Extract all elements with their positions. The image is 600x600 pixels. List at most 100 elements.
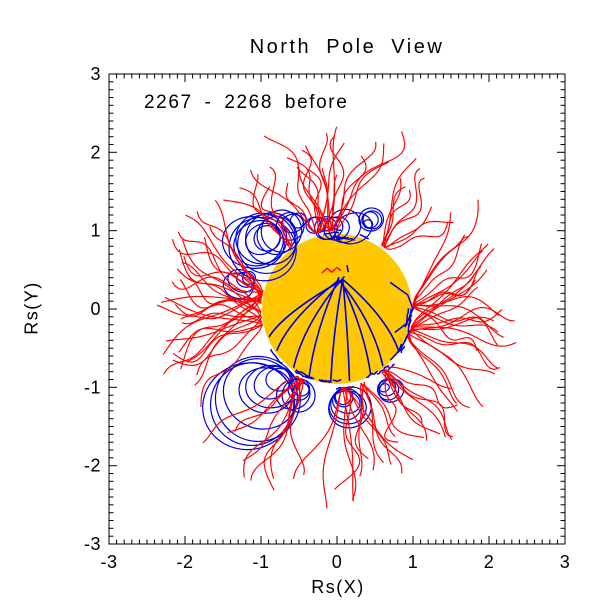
open-field-line [385,221,449,250]
limb-scribble [389,343,403,361]
open-field-line [408,333,496,375]
plot-title: North Pole View [249,36,445,58]
open-field-line [410,328,499,369]
x-axis-label: Rs(X) [311,577,365,597]
y-tick-label: 1 [90,221,101,241]
open-field-line [412,212,452,310]
open-field-line [383,370,446,438]
y-tick-label: 2 [90,142,101,162]
open-field-line [384,368,399,443]
open-field-line [194,290,264,386]
open-field-line [317,168,329,234]
closed-field-loop [245,222,281,256]
disk-field-line [342,279,400,352]
open-field-line [263,135,334,232]
x-tick-label: -1 [252,552,269,572]
x-tick-label: -2 [176,552,193,572]
open-field-line [162,289,264,355]
annotation-label: 2267 - 2268 before [144,92,349,113]
limb-scribble [359,234,370,240]
open-field-line [334,386,361,490]
open-field-line [412,250,483,311]
red-center-squiggle [321,266,342,274]
open-field-line [177,231,262,313]
open-field-line [307,168,322,234]
open-field-line [409,316,494,332]
open-field-line [354,382,369,460]
sun-disk [262,234,412,384]
limb-scribble [366,370,379,379]
open-field-line [382,220,454,247]
closed-field-loop [235,212,288,265]
open-field-line [408,333,458,412]
open-field-line [326,143,385,232]
open-field-line [227,378,303,434]
closed-field-loop [327,208,362,244]
limb-scribble [294,370,309,379]
open-field-line [412,296,500,317]
open-field-lines-group [156,126,517,509]
open-field-line [285,182,318,234]
open-field-line [202,375,299,444]
limb-scribble [295,369,313,379]
open-field-line [412,304,499,346]
disk-field-line [337,278,385,370]
disk-field-line [307,276,340,381]
y-tick-label: -3 [84,534,101,554]
open-field-line [183,255,263,294]
open-field-line [165,314,262,342]
open-field-line [412,236,468,307]
closed-field-loop [358,207,385,232]
blue-inner-limb-arc [389,281,414,334]
open-field-line [252,174,292,247]
limb-scribble [323,231,340,236]
open-field-line [387,366,452,390]
tick-labels-group: -3 -2 -1 0 1 2 3 -3 -2 -1 0 1 2 3 [84,64,570,572]
open-field-line [384,157,417,249]
closed-field-loops-group [202,207,413,451]
open-field-line [181,262,262,315]
open-field-line [289,376,305,475]
open-field-line [383,370,423,423]
open-field-line [181,312,262,325]
disk-field-line [341,278,351,382]
open-field-line [359,383,396,438]
open-field-line [196,211,264,293]
closed-field-loop [281,378,316,413]
open-field-line [412,243,483,307]
closed-field-loop [221,216,285,269]
closed-field-loop [222,272,254,300]
x-tick-label: 2 [484,552,495,572]
limb-scribble [270,349,283,364]
open-field-line [172,314,262,367]
open-field-line [412,302,478,352]
x-tick-label: -3 [100,552,117,572]
open-field-line [171,239,263,296]
open-field-line [363,381,385,464]
disk-field-line [275,280,339,354]
open-field-line [270,379,305,480]
open-field-line [269,166,293,246]
open-field-line [333,161,390,232]
open-field-line [410,326,517,347]
x-tick-label: 1 [408,552,419,572]
open-field-line [383,167,421,248]
open-field-line [410,248,495,328]
open-field-line [322,387,343,509]
open-field-line [383,370,458,409]
open-field-line [382,371,454,438]
closed-field-loop [260,209,303,253]
open-field-line [409,306,515,334]
open-field-line [412,306,499,333]
open-field-line [293,386,346,480]
open-field-line [341,386,354,502]
open-field-line [409,269,488,331]
open-field-line [223,199,292,247]
open-field-line [384,206,433,249]
limb-scribble [376,364,390,375]
open-field-line [412,199,479,306]
closed-field-loop [237,213,297,274]
open-field-line [381,372,441,435]
limb-scribble [331,235,349,239]
